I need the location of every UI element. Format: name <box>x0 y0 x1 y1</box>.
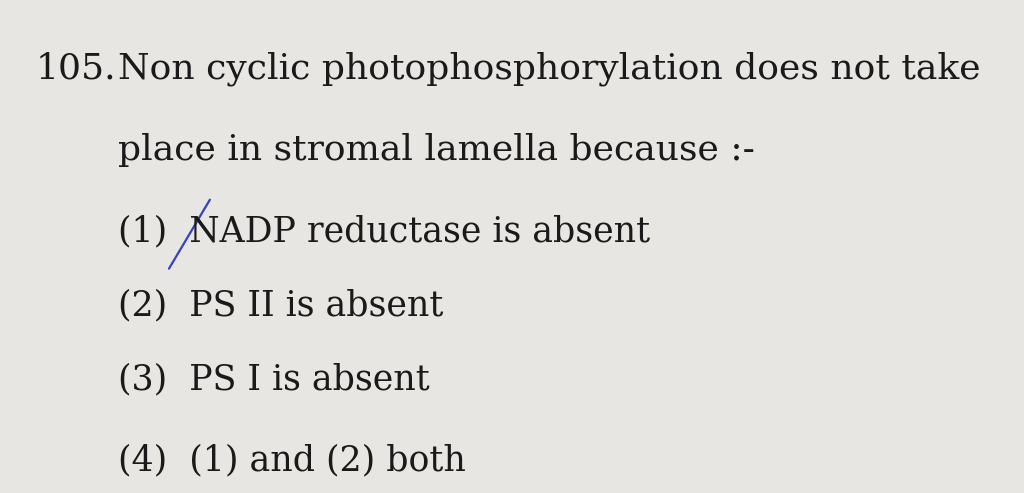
Text: place in stromal lamella because :-: place in stromal lamella because :- <box>118 133 755 167</box>
Text: 105.: 105. <box>36 52 117 86</box>
Text: (1)  NADP reductase is absent: (1) NADP reductase is absent <box>118 214 650 248</box>
Text: (2)  PS II is absent: (2) PS II is absent <box>118 288 443 322</box>
Text: (4)  (1) and (2) both: (4) (1) and (2) both <box>118 444 466 478</box>
Text: Non cyclic photophosphorylation does not take: Non cyclic photophosphorylation does not… <box>118 52 980 86</box>
Text: (3)  PS I is absent: (3) PS I is absent <box>118 362 429 396</box>
